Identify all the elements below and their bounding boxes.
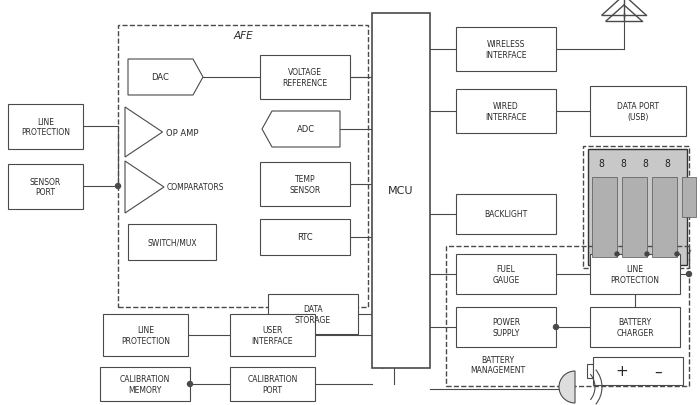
- Circle shape: [116, 184, 120, 189]
- Text: ✓: ✓: [685, 247, 692, 256]
- Text: CALIBRATION
MEMORY: CALIBRATION MEMORY: [120, 374, 170, 394]
- Bar: [230, 367, 315, 401]
- Bar: [260, 162, 350, 207]
- Text: LINE
PROTECTION: LINE PROTECTION: [610, 264, 659, 284]
- Bar: [622, 177, 647, 257]
- Bar: [456, 307, 556, 347]
- Bar: [8, 105, 83, 149]
- Bar: [103, 314, 188, 356]
- Polygon shape: [125, 162, 164, 213]
- Text: DATA
STORAGE: DATA STORAGE: [295, 305, 331, 324]
- Circle shape: [645, 252, 649, 256]
- Bar: [583, 147, 689, 269]
- Bar: [587, 364, 593, 378]
- Text: OP AMP: OP AMP: [165, 128, 198, 137]
- Text: TEMP
SENSOR: TEMP SENSOR: [289, 175, 321, 194]
- Text: DATA PORT
(USB): DATA PORT (USB): [617, 102, 659, 122]
- Text: WIRELESS
INTERFACE: WIRELESS INTERFACE: [485, 40, 526, 60]
- Bar: [260, 56, 350, 100]
- Circle shape: [188, 382, 193, 386]
- Bar: [128, 224, 216, 260]
- Text: BATTERY
CHARGER: BATTERY CHARGER: [616, 318, 654, 337]
- Text: BACKLIGHT: BACKLIGHT: [484, 210, 528, 219]
- Text: ADC: ADC: [297, 125, 315, 134]
- Text: AFE: AFE: [233, 31, 253, 41]
- Text: 8: 8: [664, 159, 670, 168]
- Text: –: –: [654, 364, 662, 379]
- Bar: [590, 254, 680, 294]
- Text: COMPARATORS: COMPARATORS: [167, 183, 225, 192]
- Text: POWER
SUPPLY: POWER SUPPLY: [492, 318, 520, 337]
- Text: 8: 8: [598, 159, 604, 168]
- Text: +: +: [615, 364, 628, 379]
- Text: LINE
PROTECTION: LINE PROTECTION: [21, 117, 70, 137]
- Text: BATTERY
MANAGEMENT: BATTERY MANAGEMENT: [470, 355, 526, 374]
- Bar: [592, 177, 617, 257]
- Bar: [446, 246, 689, 386]
- Bar: [682, 177, 696, 217]
- Polygon shape: [262, 112, 340, 148]
- Bar: [268, 294, 358, 334]
- Text: SWITCH/MUX: SWITCH/MUX: [147, 238, 197, 247]
- Bar: [593, 357, 683, 385]
- Text: MCU: MCU: [389, 186, 414, 196]
- Circle shape: [675, 252, 679, 256]
- Bar: [260, 220, 350, 256]
- Text: USER
INTERFACE: USER INTERFACE: [252, 326, 293, 345]
- Text: SENSOR
PORT: SENSOR PORT: [30, 177, 61, 197]
- Text: FUEL
GAUGE: FUEL GAUGE: [492, 264, 519, 284]
- Bar: [230, 314, 315, 356]
- Text: VOLTAGE
REFERENCE: VOLTAGE REFERENCE: [282, 68, 328, 87]
- Bar: [456, 194, 556, 234]
- Bar: [590, 87, 686, 136]
- Polygon shape: [125, 108, 162, 158]
- Circle shape: [554, 325, 559, 330]
- Bar: [100, 367, 190, 401]
- Polygon shape: [128, 60, 203, 96]
- Bar: [456, 90, 556, 134]
- Bar: [8, 164, 83, 209]
- Bar: [372, 14, 430, 368]
- Text: 8: 8: [642, 159, 648, 168]
- Bar: [456, 28, 556, 72]
- Bar: [118, 26, 368, 307]
- Text: DAC: DAC: [152, 73, 169, 82]
- Text: LINE
PROTECTION: LINE PROTECTION: [121, 326, 170, 345]
- Circle shape: [687, 272, 692, 277]
- Bar: [652, 177, 677, 257]
- Circle shape: [615, 252, 619, 256]
- Wedge shape: [559, 371, 575, 403]
- Bar: [588, 149, 687, 265]
- Text: CALIBRATION
PORT: CALIBRATION PORT: [247, 374, 298, 394]
- Bar: [590, 307, 680, 347]
- Text: 8: 8: [620, 159, 626, 168]
- Bar: [456, 254, 556, 294]
- Text: WIRED
INTERFACE: WIRED INTERFACE: [485, 102, 526, 122]
- Text: RTC: RTC: [298, 233, 313, 242]
